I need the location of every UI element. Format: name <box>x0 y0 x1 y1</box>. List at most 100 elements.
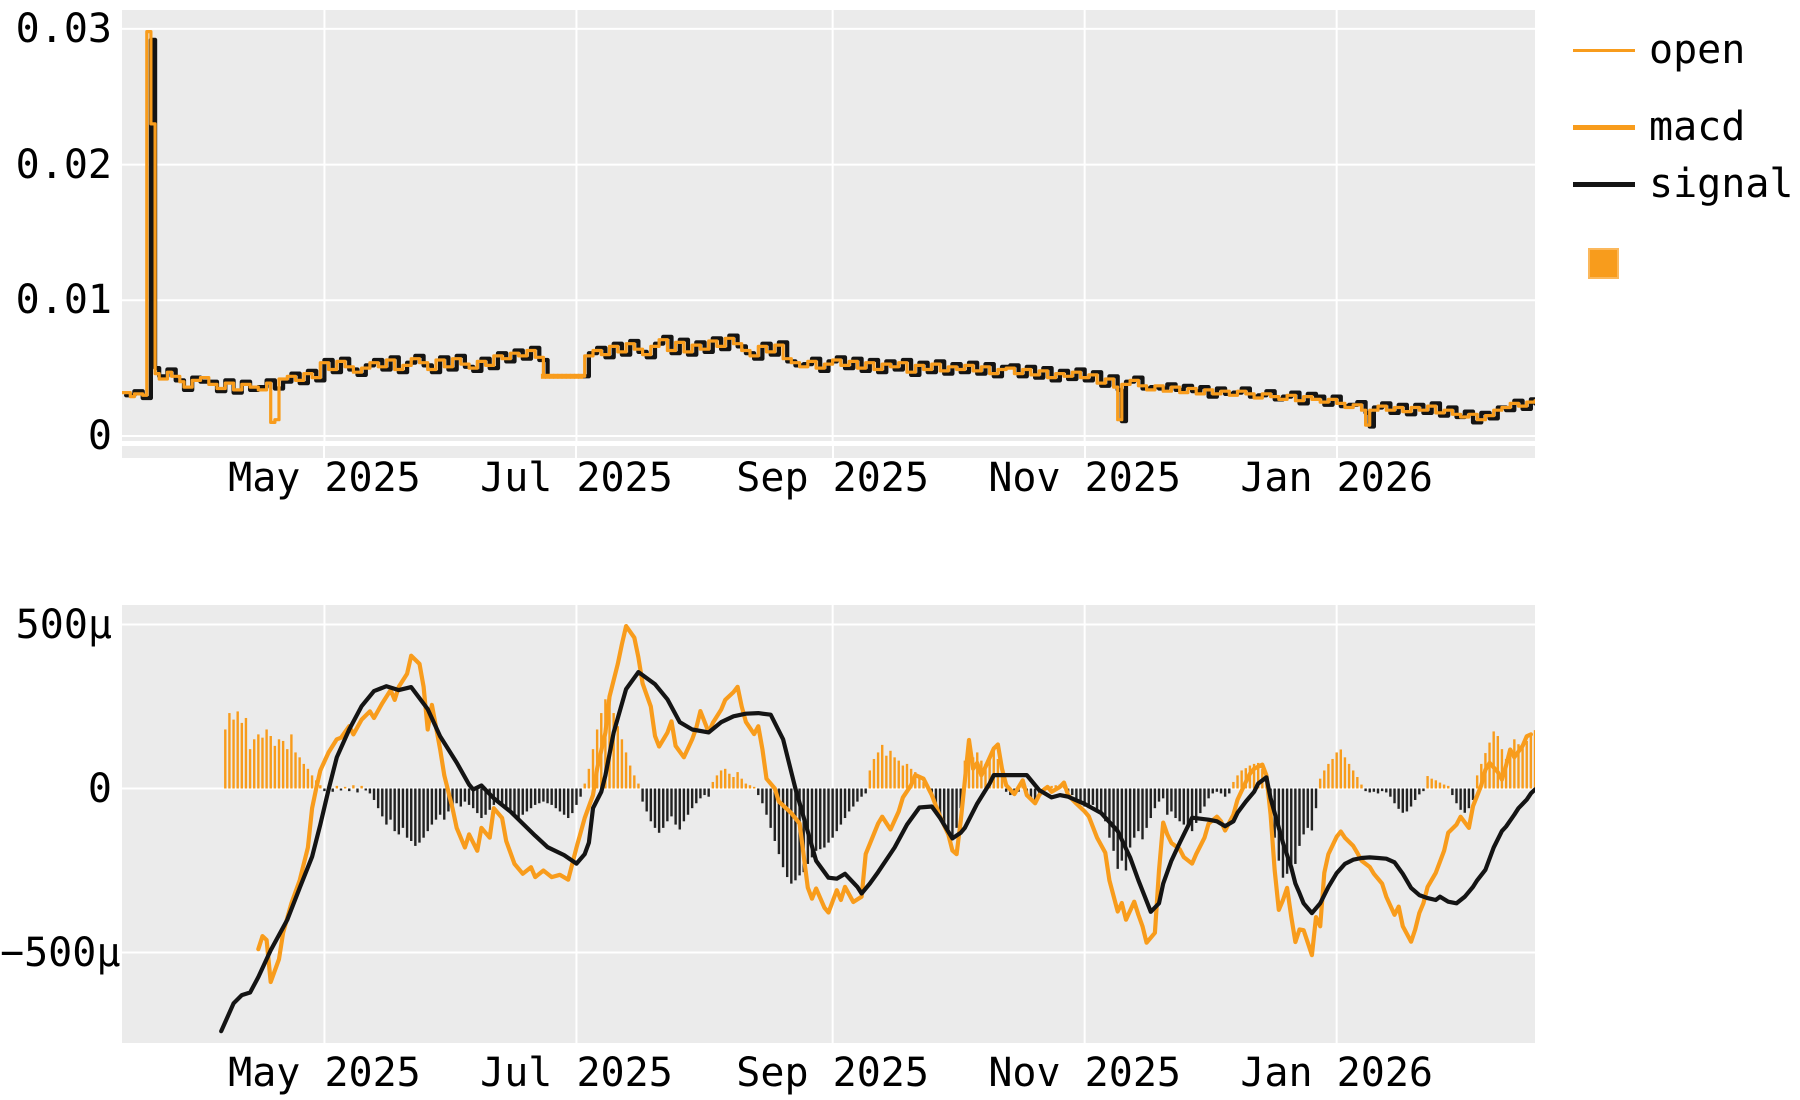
histogram-bar <box>612 713 615 789</box>
black-line <box>124 37 1535 429</box>
histogram-bar <box>1409 788 1413 807</box>
histogram-bar <box>781 788 785 868</box>
histogram-bar <box>269 736 272 789</box>
histogram-bar <box>881 744 884 789</box>
histogram-bar <box>1347 763 1351 789</box>
signal-line <box>219 670 1535 1034</box>
histogram-bar <box>1463 788 1466 813</box>
legend-label-macd: macd <box>1649 104 1746 150</box>
flat-segment-marker-dot <box>569 373 575 379</box>
histogram-bar <box>1331 758 1334 789</box>
histogram-bar <box>484 788 487 815</box>
histogram-bar <box>901 765 905 789</box>
histogram-bar <box>769 788 772 828</box>
histogram-bar <box>1228 788 1231 794</box>
price-panel-plot <box>122 10 1535 441</box>
histogram-bar <box>1079 788 1082 804</box>
histogram-bar <box>703 788 706 796</box>
histogram-bar <box>628 765 632 789</box>
histogram-bar <box>1364 788 1367 792</box>
histogram-bar <box>1434 780 1438 789</box>
histogram-bar <box>744 783 748 789</box>
histogram-bar <box>1133 788 1136 838</box>
histogram-bar <box>752 786 756 789</box>
flat-segment-marker-dot <box>549 373 555 379</box>
histogram-bar <box>298 757 301 789</box>
histogram-bar <box>1166 788 1169 815</box>
histogram-bar <box>1203 788 1206 807</box>
histogram-bar <box>393 788 396 832</box>
histogram-bar <box>546 788 549 804</box>
histogram-bar <box>620 739 624 789</box>
histogram-bar <box>323 788 326 792</box>
macd-x-tick-label: Sep 2025 <box>736 1050 929 1096</box>
histogram-bar <box>496 788 500 802</box>
histogram-bar <box>281 740 285 789</box>
histogram-bar <box>587 768 591 789</box>
histogram-bar <box>1368 788 1371 793</box>
histogram-bar <box>529 788 533 809</box>
histogram-bar <box>1091 788 1095 805</box>
histogram-bar <box>1438 782 1442 789</box>
histogram-bar <box>757 788 760 796</box>
histogram-bar <box>538 788 541 804</box>
histogram-bar <box>1521 747 1524 789</box>
histogram-bar <box>947 788 950 835</box>
histogram-bar <box>938 788 942 817</box>
histogram-bar <box>662 788 665 828</box>
histogram-bar <box>1517 744 1520 789</box>
histogram-bar <box>1120 788 1124 861</box>
open-line <box>122 30 1535 427</box>
histogram-bar <box>827 788 830 843</box>
histogram-bar <box>909 768 913 789</box>
histogram-bar <box>959 788 962 809</box>
histogram-bar <box>513 788 516 817</box>
histogram-bar <box>426 788 429 832</box>
histogram-bar <box>1256 762 1260 789</box>
histogram-bar <box>1405 788 1409 812</box>
flat-segment-marker-dot <box>540 373 546 379</box>
histogram-bar <box>814 788 818 851</box>
histogram-bar <box>571 788 574 814</box>
histogram-bar <box>1475 775 1479 789</box>
strip-gridline <box>831 446 834 458</box>
histogram-bar <box>1339 749 1343 789</box>
histogram-bar <box>451 788 454 809</box>
histogram-bar <box>1112 788 1115 851</box>
histogram-bar <box>707 788 710 797</box>
histogram-bar <box>1083 788 1086 807</box>
strip-gridline <box>1335 446 1338 458</box>
histogram-bar <box>897 760 900 789</box>
histogram-bar <box>1401 788 1404 813</box>
histogram-bar <box>1223 788 1227 797</box>
histogram-bar <box>488 788 491 810</box>
histogram-bar <box>1426 776 1429 789</box>
histogram-bar <box>306 768 310 789</box>
histogram-bar <box>253 739 256 789</box>
histogram-bar <box>1352 770 1355 789</box>
flat-segment-marker-dot <box>553 373 559 379</box>
histogram-bar <box>889 750 892 789</box>
price-y-tick-label: 0 <box>87 413 112 459</box>
histogram-bar <box>1004 788 1008 792</box>
macd-x-tick-label: Jul 2025 <box>480 1050 673 1096</box>
histogram-bar <box>1513 739 1516 789</box>
histogram-bar <box>1455 788 1458 804</box>
flat-segment-marker-dot <box>565 373 571 379</box>
histogram-bar <box>1149 788 1152 819</box>
histogram-bar <box>1529 736 1533 789</box>
histogram-bar <box>422 788 425 838</box>
histogram-bar <box>562 788 566 815</box>
histogram-bar <box>1492 731 1495 789</box>
histogram-bar <box>1145 788 1148 828</box>
histogram-bar <box>670 788 673 817</box>
histogram-bar <box>810 788 814 858</box>
histogram-bar <box>294 752 297 789</box>
histogram-bar <box>1298 788 1301 846</box>
histogram-bar <box>1240 770 1243 789</box>
histogram-bar <box>765 788 768 815</box>
histogram-bar <box>657 788 661 833</box>
histogram-bar <box>331 788 334 792</box>
histogram-bar <box>1099 788 1103 815</box>
